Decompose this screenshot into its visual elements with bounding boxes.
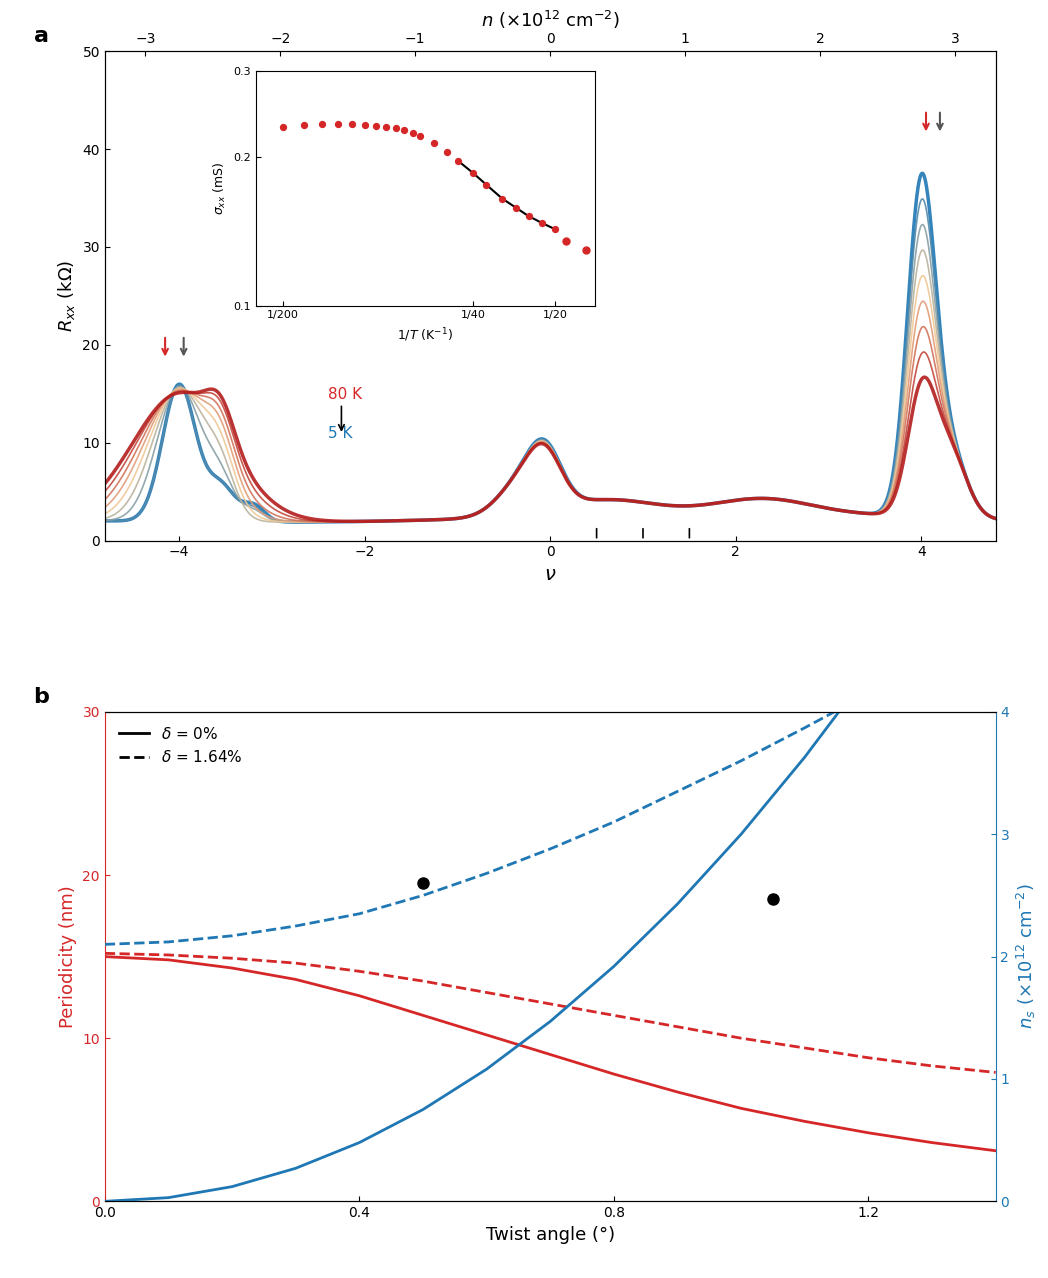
Y-axis label: Periodicity (nm): Periodicity (nm) [59,886,77,1028]
Text: a: a [34,27,48,46]
Text: 80 K: 80 K [327,387,362,401]
X-axis label: $n$ ($\times$10$^{12}$ cm$^{-2}$): $n$ ($\times$10$^{12}$ cm$^{-2}$) [481,9,619,31]
Y-axis label: $R_{xx}$ (k$\Omega$): $R_{xx}$ (k$\Omega$) [56,259,77,332]
X-axis label: Twist angle (°): Twist angle (°) [485,1226,615,1243]
Text: b: b [34,688,49,707]
Text: 5 K: 5 K [327,426,352,441]
Y-axis label: $n_s$ ($\times$10$^{12}$ cm$^{-2}$): $n_s$ ($\times$10$^{12}$ cm$^{-2}$) [1014,883,1038,1030]
X-axis label: $\nu$: $\nu$ [544,565,556,584]
Legend: $\delta$ = 0%, $\delta$ = 1.64%: $\delta$ = 0%, $\delta$ = 1.64% [112,720,249,772]
